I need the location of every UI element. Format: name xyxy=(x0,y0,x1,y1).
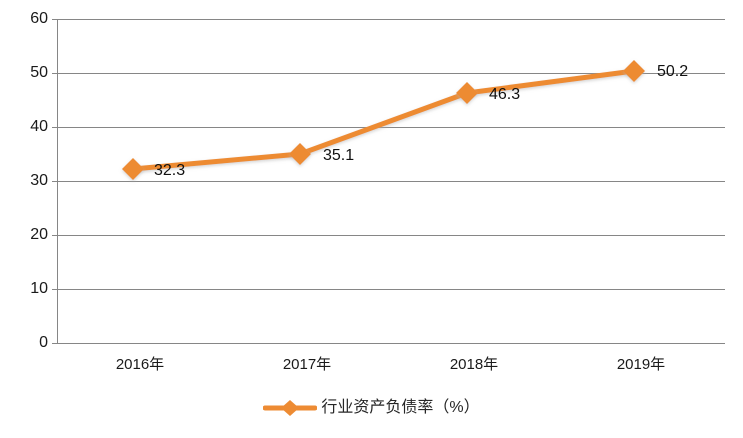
y-tick-10 xyxy=(52,289,57,290)
y-axis-line xyxy=(57,19,58,344)
y-axis-label-50: 50 xyxy=(30,64,48,81)
gridline-10 xyxy=(57,289,725,290)
y-axis-label-60: 60 xyxy=(30,10,48,27)
gridline-50 xyxy=(57,73,725,74)
y-axis-label-40: 40 xyxy=(30,118,48,135)
plot-area xyxy=(57,19,725,344)
legend-label: 行业资产负债率（%） xyxy=(321,399,480,416)
gridline-40 xyxy=(57,127,725,128)
chart-legend: 行业资产负债率（%） xyxy=(0,398,743,418)
y-axis-label-30: 30 xyxy=(30,172,48,189)
gridline-60 xyxy=(57,19,725,20)
y-tick-30 xyxy=(52,181,57,182)
y-tick-20 xyxy=(52,235,57,236)
data-label-2018: 46.3 xyxy=(489,86,521,103)
x-axis-label-2017: 2017年 xyxy=(282,356,332,373)
gridline-30 xyxy=(57,181,725,182)
y-tick-40 xyxy=(52,127,57,128)
x-axis-label-2019: 2019年 xyxy=(616,356,666,373)
data-label-2017: 35.1 xyxy=(323,147,355,164)
y-axis-labels: 60 50 40 30 20 10 0 xyxy=(0,0,48,438)
x-axis-label-2016: 2016年 xyxy=(115,356,165,373)
y-axis-label-0: 0 xyxy=(39,334,48,351)
gridline-20 xyxy=(57,235,725,236)
y-axis-label-20: 20 xyxy=(30,226,48,243)
data-label-2016: 32.3 xyxy=(154,162,186,179)
x-axis-label-2018: 2018年 xyxy=(449,356,499,373)
gridline-0 xyxy=(57,343,725,344)
y-axis-label-10: 10 xyxy=(30,280,48,297)
y-tick-50 xyxy=(52,73,57,74)
y-tick-0 xyxy=(52,343,57,344)
y-tick-60 xyxy=(52,19,57,20)
legend-marker-icon xyxy=(262,398,318,418)
data-label-2019: 50.2 xyxy=(657,63,689,80)
